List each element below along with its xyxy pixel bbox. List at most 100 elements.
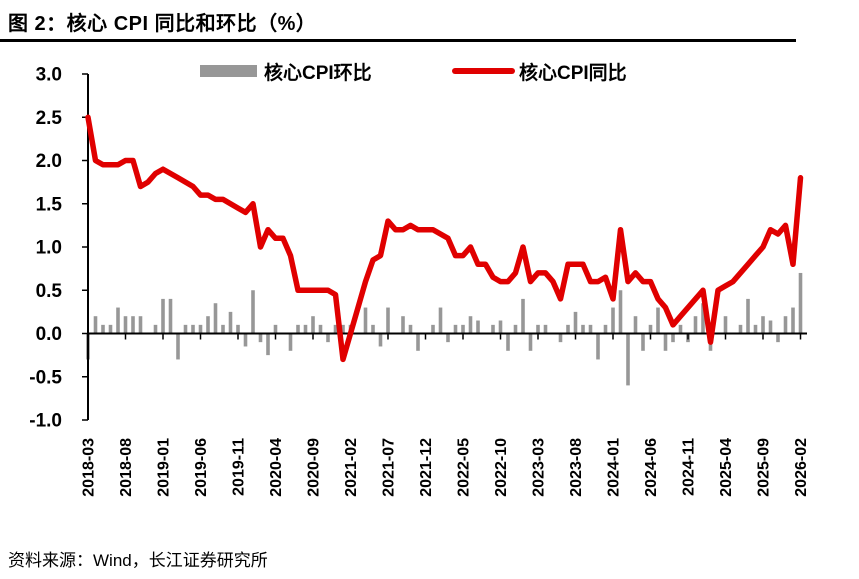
legend-label-yoy: 核心CPI同比 — [519, 62, 627, 84]
bar — [176, 333, 180, 360]
y-tick-label: 3.0 — [36, 65, 62, 86]
bar — [491, 324, 495, 334]
x-tick-label: 2026-02 — [793, 438, 810, 497]
x-tick-label: 2025-09 — [756, 438, 773, 497]
bar — [183, 324, 188, 334]
bar — [618, 290, 623, 334]
bar — [191, 324, 195, 334]
bar — [303, 324, 308, 334]
x-tick-label: 2020-04 — [268, 438, 285, 497]
bar — [258, 333, 263, 343]
y-tick-label: 0.5 — [36, 281, 63, 302]
bar — [266, 333, 270, 356]
bar — [573, 311, 578, 334]
bar — [221, 324, 225, 334]
y-tick-label: 1.0 — [36, 238, 62, 259]
x-tick-label: 2024-06 — [643, 438, 660, 497]
source-note: 资料来源：Wind，长江证券研究所 — [8, 551, 268, 570]
chart-legend: 核心CPI环比 核心CPI同比 — [0, 58, 859, 84]
bar — [566, 324, 570, 334]
bar — [446, 333, 450, 343]
bar — [431, 324, 435, 334]
y-tick-label: 1.5 — [36, 194, 63, 215]
bar — [378, 333, 383, 347]
bar — [543, 324, 548, 334]
x-tick-label: 2018-03 — [81, 438, 98, 497]
bar — [206, 316, 210, 334]
x-tick-label: 2023-08 — [568, 438, 585, 497]
bar — [776, 333, 780, 343]
bar — [416, 333, 420, 351]
bar — [476, 320, 480, 334]
x-tick-label: 2020-09 — [306, 438, 323, 497]
bar — [123, 316, 128, 334]
bar — [761, 316, 765, 334]
bar — [783, 316, 788, 334]
bar — [341, 324, 345, 334]
bar — [506, 333, 510, 351]
title-underline — [0, 39, 796, 42]
bar — [678, 324, 683, 334]
bar — [768, 320, 773, 334]
bar — [603, 324, 608, 334]
figure-title: 图 2：核心 CPI 同比和环比（%） — [8, 13, 317, 35]
bar — [311, 316, 315, 334]
bar — [296, 324, 300, 334]
y-tick-label: 2.0 — [36, 151, 62, 172]
legend-label-mom: 核心CPI环比 — [264, 62, 372, 84]
bar — [581, 324, 585, 334]
legend-item-yoy: 核心CPI同比 — [452, 58, 627, 84]
x-tick-label: 2021-07 — [381, 438, 398, 497]
legend-bar-swatch — [200, 65, 257, 77]
bar — [101, 324, 105, 334]
x-tick-label: 2024-01 — [606, 438, 623, 497]
bar — [633, 316, 638, 334]
bar — [333, 324, 338, 334]
x-tick-label: 2019-11 — [231, 438, 248, 496]
x-tick-label: 2018-08 — [118, 438, 135, 497]
bar — [288, 333, 293, 351]
bar — [363, 307, 368, 334]
bar — [401, 316, 405, 334]
bar — [521, 298, 525, 334]
bar — [213, 303, 218, 334]
bar — [161, 298, 165, 334]
bar — [723, 316, 728, 334]
bar — [558, 333, 563, 343]
bar — [626, 333, 630, 386]
bar — [461, 324, 465, 334]
bar — [588, 324, 593, 334]
bar — [693, 316, 698, 334]
bar — [108, 324, 113, 334]
bar — [198, 324, 203, 334]
x-tick-label: 2024-11 — [681, 438, 698, 496]
bar — [153, 324, 158, 334]
bar — [798, 272, 803, 334]
bar — [663, 333, 668, 351]
bar — [228, 311, 233, 334]
bar — [791, 307, 795, 334]
bar — [671, 333, 675, 343]
bar — [138, 316, 143, 334]
bar — [738, 324, 743, 334]
bar — [468, 316, 473, 334]
bar — [536, 324, 540, 334]
y-tick-label: -1.0 — [29, 411, 62, 432]
bar — [318, 324, 323, 334]
bar — [408, 324, 413, 334]
y-tick-label: -0.5 — [29, 367, 62, 388]
bar — [753, 324, 758, 334]
bar — [498, 320, 503, 334]
x-tick-label: 2022-10 — [493, 438, 510, 497]
bar — [596, 333, 600, 360]
y-tick-label: 2.5 — [36, 108, 63, 129]
bar — [93, 316, 98, 334]
bar — [513, 324, 518, 334]
bar — [243, 333, 248, 347]
x-tick-label: 2021-12 — [418, 438, 435, 497]
x-tick-label: 2019-06 — [193, 438, 210, 497]
bar — [251, 290, 255, 334]
bar — [236, 324, 240, 334]
